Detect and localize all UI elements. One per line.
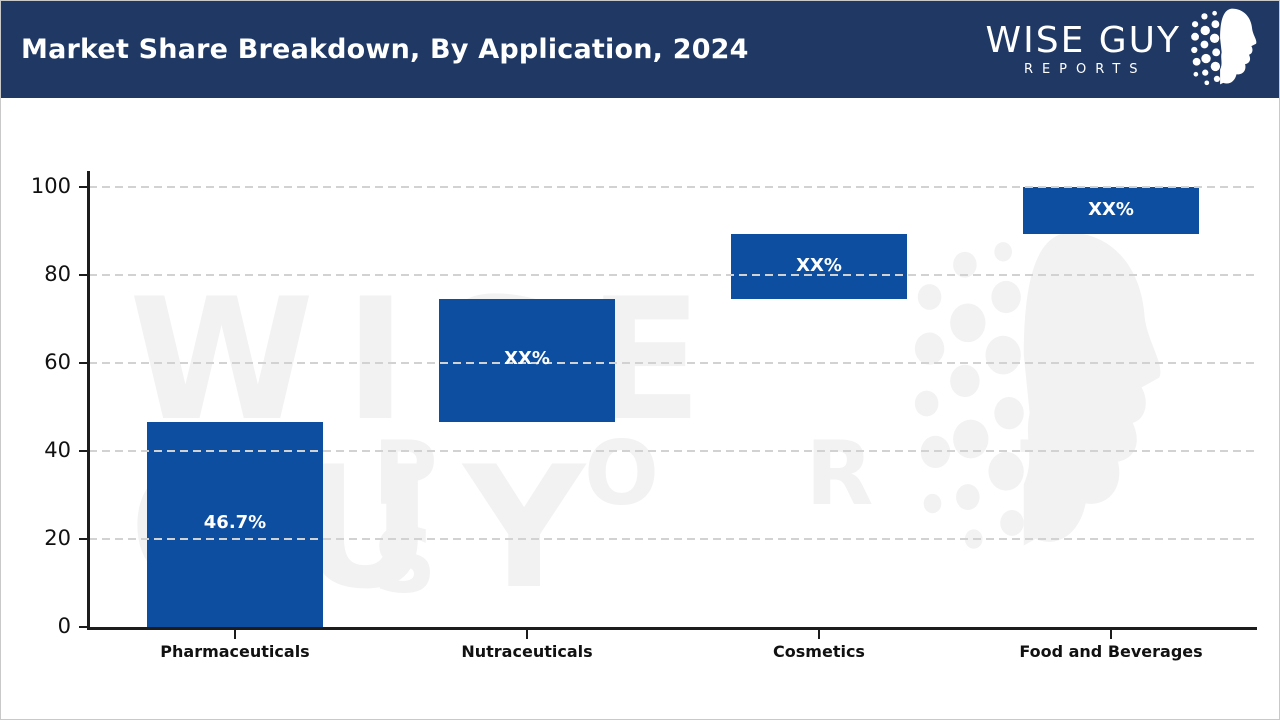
gridlines-layer [1, 98, 1279, 719]
bar-segment [439, 299, 615, 422]
y-axis-tick [79, 274, 87, 276]
chart-title: Market Share Breakdown, By Application, … [21, 34, 749, 65]
logo-wordmark: WISE GUY [985, 19, 1181, 61]
bar-labels-layer: 46.7% XX% XX% XX% [1, 98, 1279, 719]
y-axis-tick [79, 186, 87, 188]
wiseguy-face-icon [1183, 7, 1265, 93]
y-axis-tick-label: 20 [44, 526, 71, 550]
x-axis-category-label: Food and Beverages [1019, 642, 1203, 661]
wiseguy-logo-text: WISE GUY REPORTS [985, 19, 1182, 77]
x-axis-tick [526, 630, 528, 639]
bars-layer [1, 98, 1279, 719]
y-axis-line [87, 171, 90, 629]
x-axis-category-label: Nutraceuticals [461, 642, 593, 661]
bar-value-label: XX% [796, 254, 842, 276]
y-axis-tick [79, 362, 87, 364]
bar-value-label: XX% [504, 348, 550, 370]
y-axis-tick-label: 60 [44, 350, 71, 374]
y-axis-tick-label: 0 [57, 614, 71, 638]
bar-segment [1023, 187, 1199, 235]
gridline [89, 450, 1257, 452]
gridline [89, 362, 1257, 364]
x-axis-tick [818, 630, 820, 639]
header-banner: Market Share Breakdown, By Application, … [1, 1, 1279, 98]
y-axis-tick-label: 40 [44, 438, 71, 462]
gridline [89, 538, 1257, 540]
bar-segment [147, 421, 323, 627]
x-axis-tick [1110, 630, 1112, 639]
x-axis-category-label: Cosmetics [773, 642, 865, 661]
x-axis-category-label: Pharmaceuticals [160, 642, 310, 661]
logo-subtitle: REPORTS [1023, 61, 1147, 77]
bar-value-label: XX% [1088, 198, 1134, 220]
wiseguy-logo: WISE GUY REPORTS [986, 7, 1266, 93]
bar-segment [731, 234, 907, 300]
x-axis-tick [234, 630, 236, 639]
y-axis-tick [79, 450, 87, 452]
axes-layer: 0 20 40 60 80 100 Pharmaceuticals Nutraceutical… [1, 98, 1279, 719]
gridline [89, 186, 1257, 188]
y-axis-tick-label: 80 [44, 262, 71, 286]
gridline [89, 274, 1257, 276]
y-axis-tick [79, 538, 87, 540]
chart-area: WISE GUY P O R T S 46.7% XX% XX% XX% 0 20 40 6… [1, 98, 1279, 719]
y-axis-tick-label: 100 [30, 174, 71, 198]
y-axis-tick [79, 626, 87, 628]
x-axis-line [87, 627, 1257, 630]
bar-value-label: 46.7% [203, 512, 267, 534]
